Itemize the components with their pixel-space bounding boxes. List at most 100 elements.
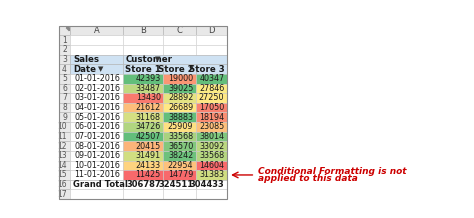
Bar — [163, 132, 196, 141]
Text: 25909: 25909 — [168, 122, 193, 131]
Bar — [163, 189, 196, 199]
Text: 13: 13 — [57, 151, 67, 160]
Bar — [59, 26, 70, 35]
Text: 11: 11 — [57, 132, 67, 141]
Text: 07-01-2016: 07-01-2016 — [74, 132, 120, 141]
Text: ▼: ▼ — [155, 56, 161, 63]
Bar — [59, 151, 70, 160]
Text: 17: 17 — [57, 190, 67, 199]
Bar — [123, 35, 163, 45]
Bar — [123, 45, 163, 55]
Text: 02-01-2016: 02-01-2016 — [74, 84, 120, 93]
Text: 40347: 40347 — [199, 74, 224, 83]
Bar — [196, 189, 227, 199]
Text: 26689: 26689 — [168, 103, 193, 112]
Text: 38883: 38883 — [168, 113, 193, 122]
Bar — [59, 160, 70, 170]
Text: 21612: 21612 — [136, 103, 161, 112]
Bar — [196, 64, 227, 74]
Text: 31491: 31491 — [136, 151, 161, 160]
Bar — [196, 170, 227, 180]
Bar — [123, 83, 163, 93]
Text: 10-01-2016: 10-01-2016 — [74, 161, 120, 170]
Text: 13430: 13430 — [136, 94, 161, 102]
Bar — [70, 160, 123, 170]
Text: 31383: 31383 — [200, 170, 224, 179]
Text: 05-01-2016: 05-01-2016 — [74, 113, 120, 122]
Text: Date: Date — [73, 65, 96, 74]
Text: 3: 3 — [62, 55, 67, 64]
Bar — [59, 74, 70, 83]
Bar — [196, 103, 227, 112]
Text: 9: 9 — [62, 113, 67, 122]
Bar — [163, 35, 196, 45]
Bar — [70, 26, 123, 35]
Text: 42507: 42507 — [136, 132, 161, 141]
Text: 7: 7 — [62, 94, 67, 102]
Bar — [59, 55, 70, 64]
Text: Grand Total: Grand Total — [73, 180, 128, 189]
Text: 8: 8 — [62, 103, 67, 112]
Bar — [59, 35, 70, 45]
Text: 20415: 20415 — [136, 141, 161, 151]
Bar — [196, 151, 227, 160]
Bar — [70, 64, 123, 74]
Bar — [70, 141, 123, 151]
Bar — [70, 122, 123, 132]
Bar — [123, 151, 163, 160]
Bar — [70, 151, 123, 160]
Text: 33568: 33568 — [168, 132, 193, 141]
Text: 03-01-2016: 03-01-2016 — [74, 94, 120, 102]
Bar — [163, 151, 196, 160]
Bar — [163, 141, 196, 151]
Bar — [123, 93, 163, 103]
Bar — [163, 170, 196, 180]
Text: 04-01-2016: 04-01-2016 — [74, 103, 120, 112]
Text: Store 3: Store 3 — [189, 65, 224, 74]
Text: C: C — [176, 26, 182, 35]
Bar — [59, 112, 70, 122]
Bar — [59, 83, 70, 93]
Bar — [163, 93, 196, 103]
Text: 39025: 39025 — [168, 84, 193, 93]
Bar — [70, 170, 123, 180]
Text: 10: 10 — [57, 122, 67, 131]
Bar — [123, 180, 163, 189]
Text: 17050: 17050 — [199, 103, 224, 112]
Text: 27846: 27846 — [199, 84, 224, 93]
Polygon shape — [66, 28, 69, 31]
Bar — [59, 180, 70, 189]
Bar — [70, 35, 123, 45]
Bar — [123, 189, 163, 199]
Text: 33092: 33092 — [199, 141, 224, 151]
Bar — [123, 141, 163, 151]
Bar — [70, 93, 123, 103]
Bar — [123, 55, 227, 64]
Bar — [59, 26, 227, 199]
Text: 5: 5 — [62, 74, 67, 83]
Text: 1: 1 — [62, 36, 67, 45]
Bar — [59, 103, 70, 112]
Text: 12: 12 — [57, 141, 67, 151]
Text: 38242: 38242 — [168, 151, 193, 160]
Text: 324511: 324511 — [158, 180, 193, 189]
Text: 18194: 18194 — [199, 113, 224, 122]
Text: Customer: Customer — [126, 55, 173, 64]
Bar — [196, 83, 227, 93]
Bar — [70, 45, 123, 55]
Text: 06-01-2016: 06-01-2016 — [74, 122, 120, 131]
Text: Conditional Formatting is not: Conditional Formatting is not — [258, 167, 407, 176]
Bar — [196, 93, 227, 103]
Text: 31168: 31168 — [136, 113, 161, 122]
Bar — [70, 180, 123, 189]
Text: 34726: 34726 — [136, 122, 161, 131]
Text: D: D — [208, 26, 214, 35]
Bar — [163, 64, 196, 74]
Text: 6: 6 — [62, 84, 67, 93]
Text: 19000: 19000 — [168, 74, 193, 83]
Bar — [70, 103, 123, 112]
Text: 11-01-2016: 11-01-2016 — [74, 170, 120, 179]
Bar — [196, 74, 227, 83]
Text: A: A — [93, 26, 100, 35]
Text: 01-01-2016: 01-01-2016 — [74, 74, 120, 83]
